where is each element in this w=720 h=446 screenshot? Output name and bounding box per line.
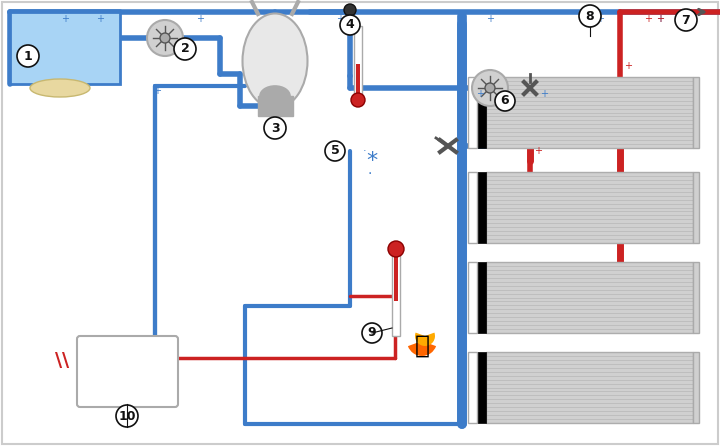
Text: +: + [153,86,161,96]
Bar [354,26,362,104]
Circle shape [147,20,183,56]
Bar [476,352,486,423]
Circle shape [264,117,286,139]
Bar [10,12,120,84]
Bar [468,172,477,243]
Wedge shape [415,333,435,346]
Circle shape [116,405,138,427]
Bar [486,262,693,333]
Text: +: + [476,89,484,99]
Bar [693,262,699,333]
Bar [486,352,693,423]
Circle shape [160,33,170,43]
Circle shape [344,4,356,16]
Circle shape [579,5,601,27]
Circle shape [340,15,360,35]
Text: +: + [540,89,548,99]
Text: 5: 5 [330,145,339,157]
Circle shape [472,70,508,106]
Text: 8: 8 [585,9,594,22]
Text: 7: 7 [682,13,690,26]
Bar [476,172,486,243]
Text: +: + [656,14,664,24]
Text: 4: 4 [346,18,354,32]
Bar [258,96,293,116]
Ellipse shape [260,86,290,106]
Bar [693,172,699,243]
Circle shape [17,45,39,67]
Circle shape [495,91,515,111]
Text: +: + [596,14,604,24]
Bar [394,246,398,301]
Circle shape [174,38,196,60]
Circle shape [325,141,345,161]
Ellipse shape [243,13,307,108]
Bar [693,77,699,148]
Bar [468,77,477,148]
Text: 10: 10 [118,409,136,422]
Text: +: + [656,14,664,24]
Text: +: + [96,14,104,24]
Text: 2: 2 [181,42,189,55]
Wedge shape [408,341,436,356]
Circle shape [675,9,697,31]
Ellipse shape [30,79,90,97]
Text: 3: 3 [271,121,279,135]
Text: +: + [196,14,204,24]
Text: \: \ [62,351,69,370]
Bar [468,262,477,333]
Circle shape [362,323,382,343]
Bar [486,172,693,243]
Text: 1: 1 [24,50,32,62]
Bar [476,262,486,333]
Bar [486,77,693,148]
Text: +: + [336,14,344,24]
Circle shape [388,241,404,257]
Text: +: + [486,14,494,24]
Text: +: + [644,14,652,24]
Text: *: * [366,151,377,171]
Text: +: + [61,14,69,24]
Bar [468,352,477,423]
Circle shape [485,83,495,93]
Text: \: \ [55,351,62,370]
Text: 🔥: 🔥 [415,334,430,358]
FancyBboxPatch shape [77,336,178,407]
Bar [356,64,360,104]
Bar [476,77,486,148]
Text: +: + [534,146,542,156]
Circle shape [351,93,365,107]
Text: ·: · [368,167,372,181]
Bar [693,352,699,423]
Text: 9: 9 [368,326,377,339]
Bar [392,251,400,336]
Text: 6: 6 [500,95,509,107]
Text: +: + [624,61,632,71]
Text: ·: · [363,146,366,156]
